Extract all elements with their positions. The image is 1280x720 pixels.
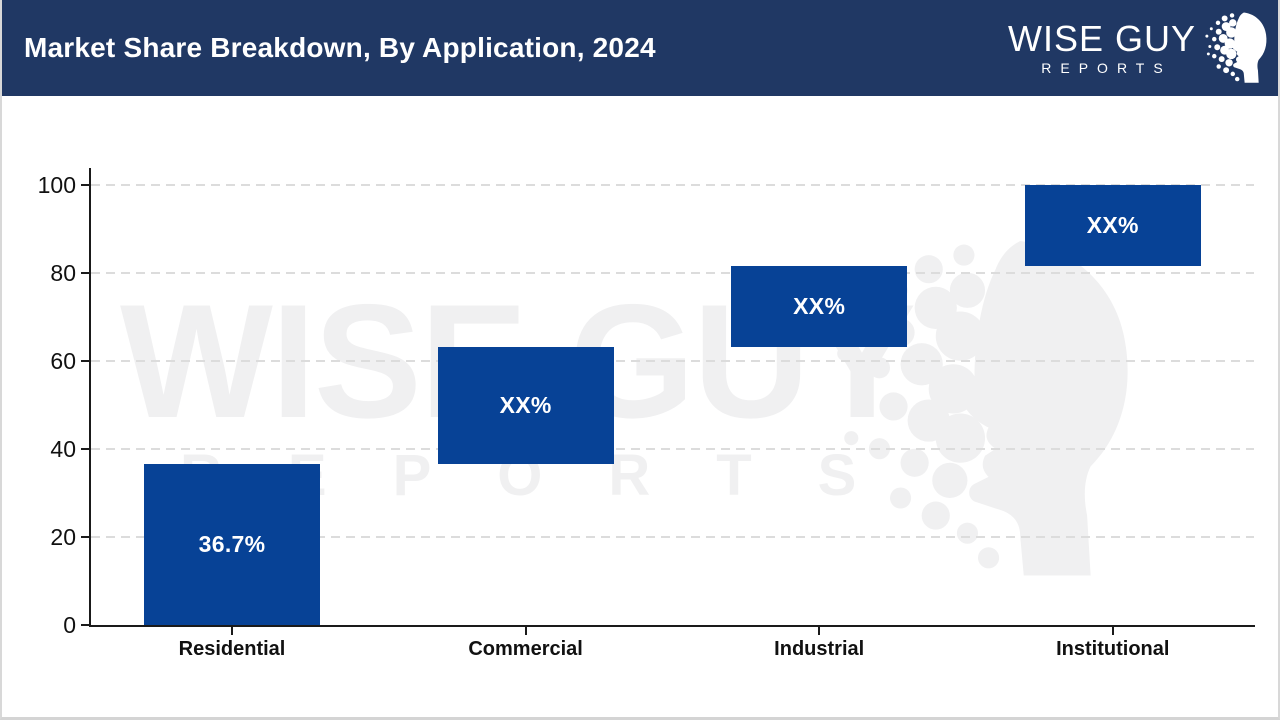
bar-commercial: XX% [437, 346, 614, 464]
y-tick-60 [81, 360, 89, 362]
header-bar: Market Share Breakdown, By Application, … [2, 0, 1278, 96]
y-tick-0 [81, 624, 89, 626]
bar-value-label: XX% [793, 292, 846, 319]
logo-name-text: WISE GUY [1007, 18, 1196, 59]
logo-text: WISE GUY REPORTS [1008, 19, 1196, 77]
y-tick-label-80: 80 [50, 260, 76, 286]
x-tick-residential [231, 627, 233, 635]
x-tick-label-institutional: Institutional [1056, 638, 1170, 660]
wiseguy-logo: WISE GUY REPORTS [1008, 6, 1272, 90]
y-tick-100 [81, 184, 89, 186]
page-title: Market Share Breakdown, By Application, … [24, 32, 656, 63]
bar-value-label: 36.7% [198, 530, 266, 557]
x-axis-spine [89, 625, 1255, 627]
y-tick-label-0: 0 [63, 612, 76, 638]
x-tick-label-industrial: Industrial [774, 638, 865, 660]
gridline-60 [91, 360, 1254, 362]
y-tick-label-60: 60 [50, 348, 76, 374]
x-tick-label-commercial: Commercial [468, 638, 583, 660]
y-tick-40 [81, 448, 89, 450]
x-tick-commercial [524, 627, 527, 635]
y-tick-label-100: 100 [37, 172, 76, 198]
y-tick-label-40: 40 [50, 436, 76, 462]
y-tick-80 [81, 272, 89, 274]
bar-residential: 36.7% [144, 463, 320, 625]
y-tick-20 [81, 536, 89, 538]
logo-sub-text: REPORTS [1041, 60, 1172, 76]
gridline-40 [91, 448, 1254, 450]
x-tick-institutional [1111, 627, 1114, 635]
gridline-20 [91, 536, 1254, 538]
bar-value-label: XX% [499, 391, 552, 418]
logo-face-icon [1198, 6, 1272, 90]
gridline-100 [91, 184, 1254, 186]
x-tick-label-residential: Residential [178, 638, 286, 660]
x-tick-industrial [818, 627, 821, 635]
bar-institutional: XX% [1024, 185, 1201, 266]
bar-industrial: XX% [731, 265, 908, 347]
bar-value-label: XX% [1086, 211, 1139, 238]
y-axis-spine [89, 168, 91, 627]
y-tick-label-20: 20 [50, 524, 76, 550]
gridline-80 [91, 272, 1254, 274]
